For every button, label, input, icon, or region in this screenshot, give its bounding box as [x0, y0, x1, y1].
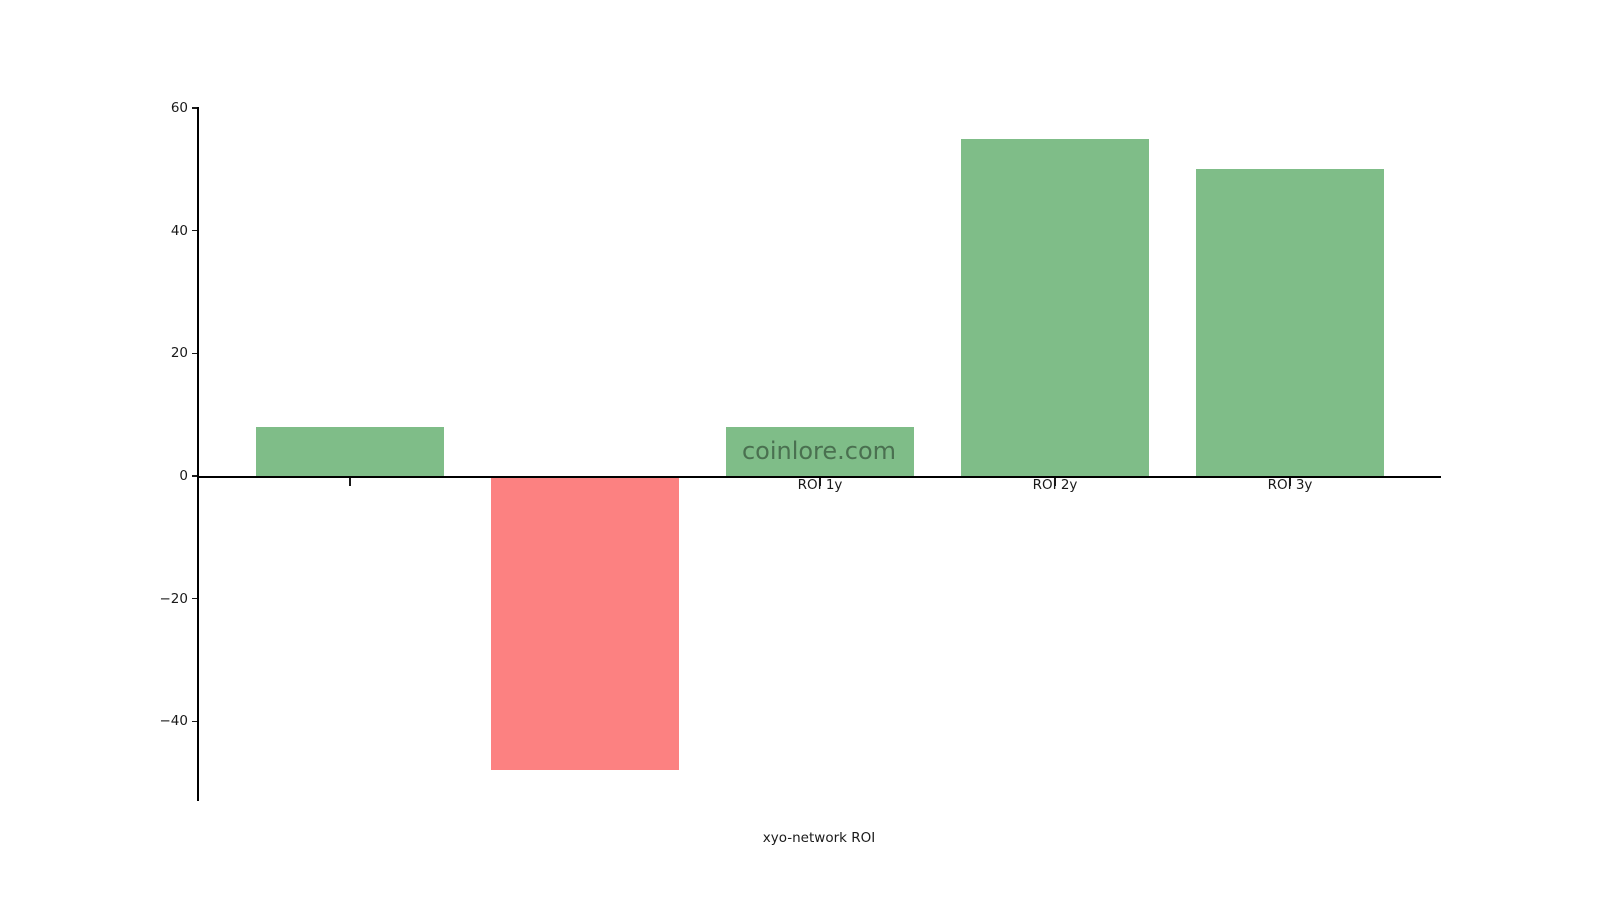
- x-axis-tick: [1289, 476, 1291, 486]
- x-axis-tick: [1054, 476, 1056, 486]
- bar-series-1: [491, 476, 679, 771]
- y-axis-tick-label: −20: [159, 590, 189, 607]
- y-axis-tick: [192, 475, 197, 477]
- y-axis-tick-label: 0: [179, 468, 188, 484]
- y-axis-spine: [197, 107, 199, 801]
- bar-roi-3y: [1196, 169, 1384, 476]
- bar-roi-2y: [961, 138, 1149, 476]
- watermark-text: coinlore.com: [741, 437, 897, 465]
- y-axis-tick: [192, 720, 197, 723]
- bar-series-0: [256, 426, 444, 476]
- y-axis-tick-label: 60: [170, 100, 188, 116]
- y-axis-tick: [192, 229, 197, 232]
- x-axis-tick: [819, 476, 821, 486]
- y-axis-tick: [192, 597, 197, 600]
- y-axis-tick-label: 40: [170, 222, 188, 239]
- x-axis-line: [197, 476, 1441, 478]
- bar-roi-1y: [726, 426, 914, 476]
- y-axis-tick-label: 20: [170, 345, 188, 362]
- y-axis-tick-label: −40: [159, 713, 189, 730]
- y-axis-tick: [192, 107, 197, 109]
- y-axis-tick: [192, 352, 197, 355]
- x-axis-tick: [349, 476, 351, 486]
- chart-title: xyo-network ROI: [762, 830, 876, 846]
